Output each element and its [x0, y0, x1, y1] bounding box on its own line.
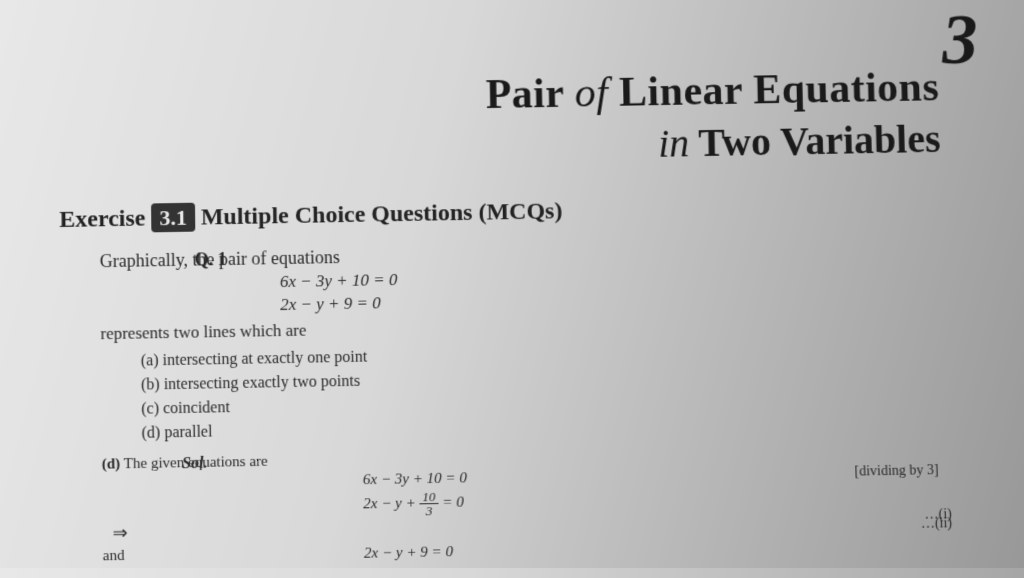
frac-d: 3 — [420, 504, 439, 517]
title-rest-2: Two Variables — [698, 116, 941, 165]
chapter-title-line2: in Two Variables — [138, 115, 941, 176]
chapter-title-line1: Pair of Linear Equations — [138, 63, 940, 125]
sol-eq2-post: = 0 — [438, 495, 463, 512]
note-ii: …(ii) — [921, 517, 953, 534]
title-word-in: in — [658, 120, 690, 165]
now-frac: 103 — [248, 575, 267, 578]
title-rest-1: Linear Equations — [619, 64, 940, 115]
exercise-rest: Multiple Choice Questions — [201, 200, 473, 231]
title-word-of: of — [574, 70, 608, 116]
sol-eq2-frac: 103 — [419, 490, 439, 518]
exercise-number: 3.1 — [151, 203, 195, 233]
chapter-number: 3 — [941, 0, 979, 81]
dividing-note: [dividing by 3] — [854, 463, 939, 481]
question-options: (a) intersecting at exactly one point (b… — [141, 335, 968, 446]
solution-answer: (d) — [102, 456, 121, 472]
sol-eq2-pre: 2x − y + — [363, 496, 420, 513]
title-word-pair: Pair — [485, 71, 564, 118]
question-equations: 6x − 3y + 10 = 0 2x − y + 9 = 0 — [280, 259, 965, 317]
frac-n: 10 — [248, 575, 267, 578]
question-number: Q. 1 — [195, 249, 227, 271]
solution-label: Sol. — [182, 455, 208, 474]
exercise-label: Exercise — [59, 206, 145, 233]
arrow-icon: ⇒ — [112, 523, 127, 543]
exercise-heading: Exercise 3.1 Multiple Choice Questions (… — [59, 191, 962, 234]
exercise-mcq: (MCQs) — [478, 198, 562, 225]
